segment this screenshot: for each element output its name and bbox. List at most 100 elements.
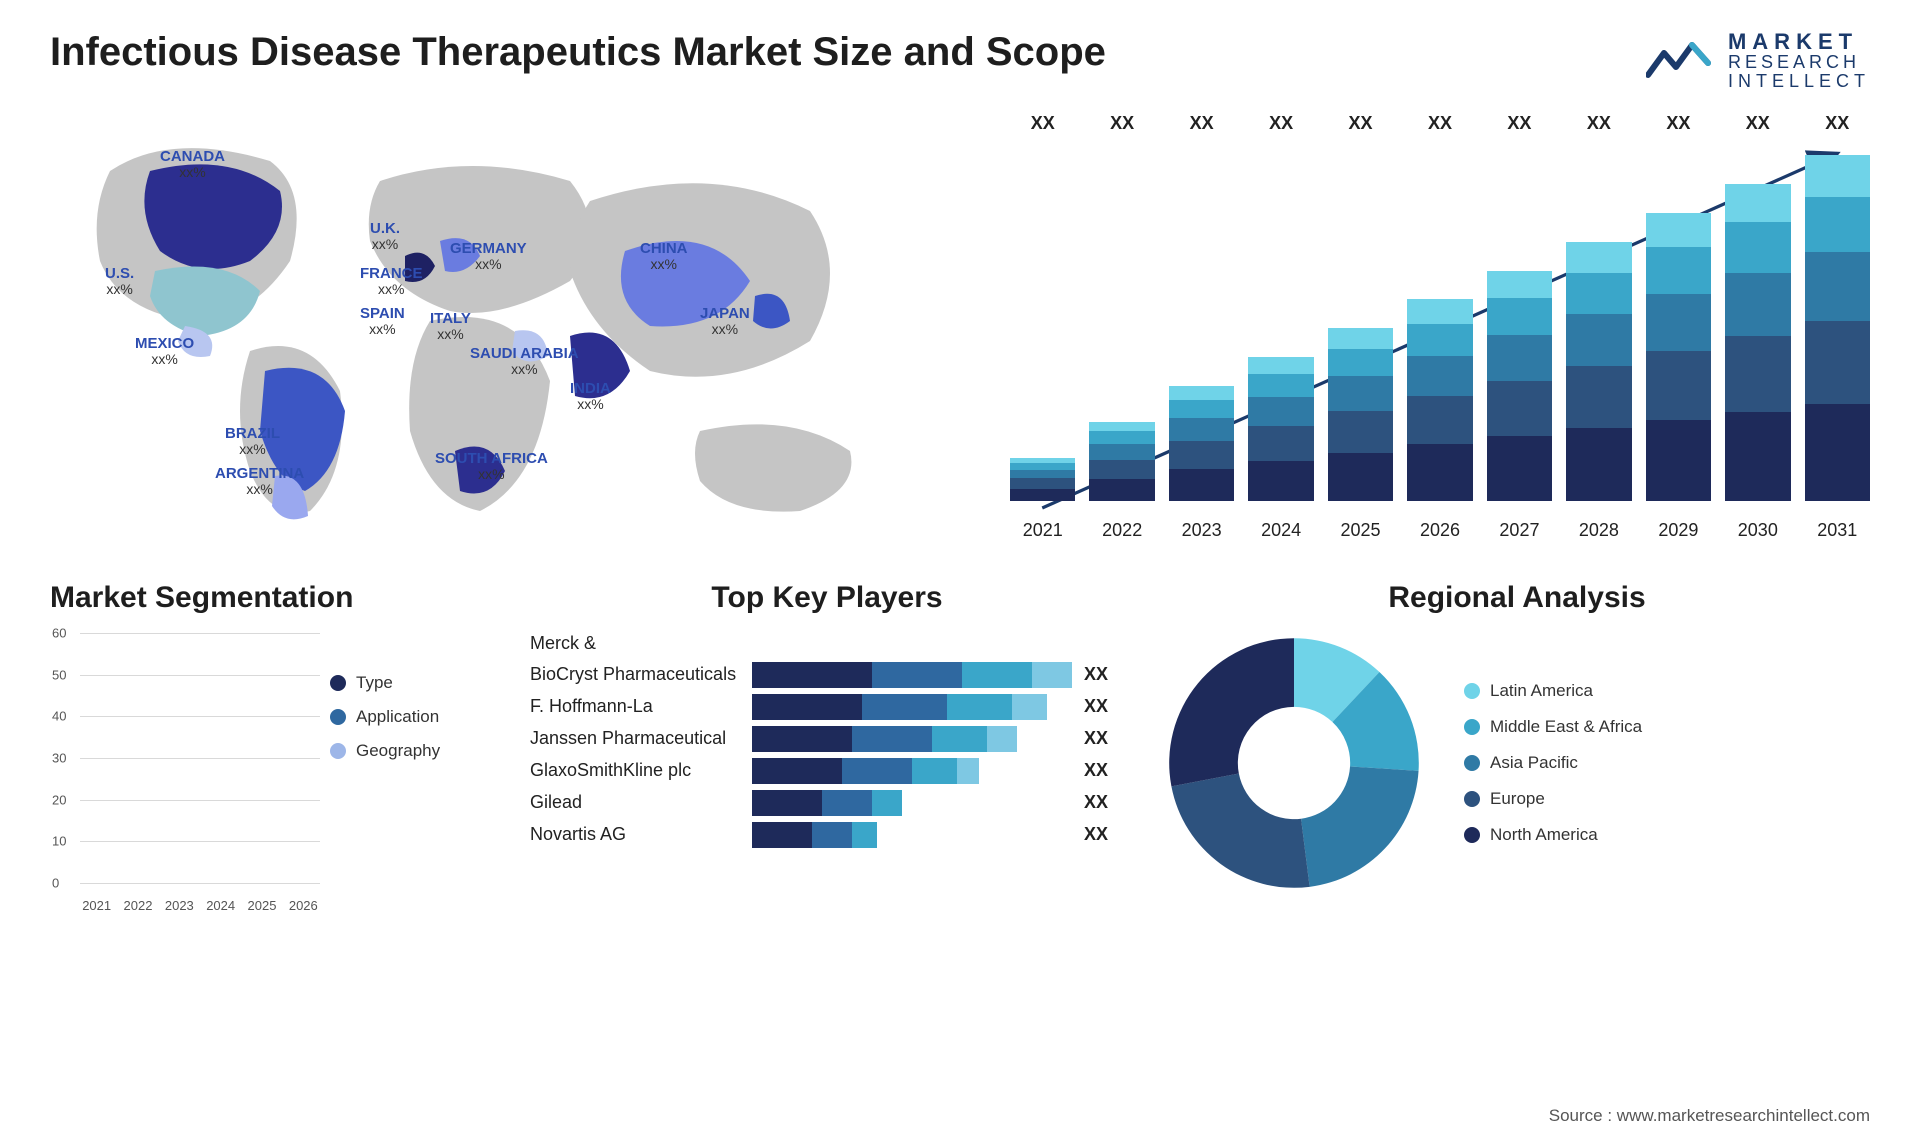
year-bar-value: XX	[1825, 113, 1849, 134]
year-xlabel: 2027	[1487, 520, 1552, 541]
map-label-u.k.: U.K.xx%	[370, 221, 400, 253]
player-bar	[752, 758, 1072, 784]
year-xlabel: 2028	[1566, 520, 1631, 541]
year-bar-value: XX	[1507, 113, 1531, 134]
legend-label: Europe	[1490, 789, 1545, 809]
map-label-argentina: ARGENTINAxx%	[215, 466, 304, 498]
map-label-saudi-arabia: SAUDI ARABIAxx%	[470, 346, 579, 378]
seg-xlabel: 2026	[287, 898, 320, 913]
map-label-mexico: MEXICOxx%	[135, 336, 194, 368]
year-xlabel: 2025	[1328, 520, 1393, 541]
top-players-lead: Merck &	[530, 633, 1124, 654]
legend-label: Middle East & Africa	[1490, 717, 1642, 737]
seg-ytick: 50	[52, 667, 66, 682]
year-bar-2024: XX	[1248, 141, 1313, 501]
player-value: XX	[1084, 792, 1124, 813]
player-bar	[752, 662, 1072, 688]
seg-ytick: 0	[52, 875, 59, 890]
regional-legend-item: Middle East & Africa	[1464, 717, 1642, 737]
seg-ytick: 60	[52, 625, 66, 640]
player-row: GlaxoSmithKline plc XX	[530, 758, 1124, 784]
map-label-south-africa: SOUTH AFRICAxx%	[435, 451, 548, 483]
year-bar-value: XX	[1587, 113, 1611, 134]
year-xlabel: 2021	[1010, 520, 1075, 541]
legend-label: Geography	[356, 741, 440, 761]
regional-donut-chart	[1164, 633, 1424, 893]
year-bar-2030: XX	[1725, 141, 1790, 501]
year-bar-chart: XXXXXXXXXXXXXXXXXXXXXX 20212022202320242…	[1010, 121, 1870, 541]
legend-label: Latin America	[1490, 681, 1593, 701]
seg-xlabel: 2021	[80, 898, 113, 913]
year-bar-value: XX	[1428, 113, 1452, 134]
donut-slice-europe	[1171, 773, 1309, 887]
player-bar	[752, 726, 1072, 752]
page-title: Infectious Disease Therapeutics Market S…	[50, 30, 1106, 75]
seg-ytick: 40	[52, 709, 66, 724]
player-row: Janssen PharmaceuticalXX	[530, 726, 1124, 752]
seg-ytick: 10	[52, 834, 66, 849]
player-bar	[752, 790, 1072, 816]
player-label: GlaxoSmithKline plc	[530, 760, 740, 781]
legend-swatch-icon	[1464, 683, 1480, 699]
logo-text-2: RESEARCH	[1728, 53, 1870, 72]
legend-label: Type	[356, 673, 393, 693]
segmentation-panel: Market Segmentation 0102030405060 202120…	[50, 581, 490, 913]
year-bar-2028: XX	[1566, 141, 1631, 501]
seg-xlabel: 2022	[121, 898, 154, 913]
logo-text-3: INTELLECT	[1728, 72, 1870, 91]
year-bar-2031: XX	[1805, 141, 1870, 501]
player-row: Gilead XX	[530, 790, 1124, 816]
seg-xlabel: 2025	[245, 898, 278, 913]
player-label: Gilead	[530, 792, 740, 813]
legend-swatch-icon	[330, 743, 346, 759]
donut-slice-north-america	[1169, 638, 1294, 786]
player-bar	[752, 822, 1072, 848]
legend-swatch-icon	[1464, 719, 1480, 735]
year-bar-2021: XX	[1010, 141, 1075, 501]
donut-slice-asia-pacific	[1301, 766, 1419, 886]
regional-legend-item: Latin America	[1464, 681, 1642, 701]
year-xlabel: 2023	[1169, 520, 1234, 541]
regional-title: Regional Analysis	[1164, 581, 1870, 615]
seg-legend-item: Type	[330, 673, 490, 693]
regional-panel: Regional Analysis Latin America Middle Ea…	[1164, 581, 1870, 913]
segmentation-title: Market Segmentation	[50, 581, 490, 615]
player-label: BioCryst Pharmaceuticals	[530, 664, 740, 685]
year-bar-2023: XX	[1169, 141, 1234, 501]
year-xlabel: 2031	[1805, 520, 1870, 541]
year-xlabel: 2026	[1407, 520, 1472, 541]
legend-swatch-icon	[330, 709, 346, 725]
year-bar-value: XX	[1110, 113, 1134, 134]
player-value: XX	[1084, 728, 1124, 749]
source-text: Source : www.marketresearchintellect.com	[1549, 1106, 1870, 1126]
year-bar-value: XX	[1746, 113, 1770, 134]
legend-swatch-icon	[1464, 755, 1480, 771]
legend-swatch-icon	[1464, 827, 1480, 843]
map-label-germany: GERMANYxx%	[450, 241, 527, 273]
player-value: XX	[1084, 760, 1124, 781]
top-players-panel: Top Key Players Merck &BioCryst Pharmace…	[530, 581, 1124, 913]
year-bar-value: XX	[1190, 113, 1214, 134]
map-label-japan: JAPANxx%	[700, 306, 750, 338]
player-row: Novartis AG XX	[530, 822, 1124, 848]
year-bar-2022: XX	[1089, 141, 1154, 501]
seg-xlabel: 2024	[204, 898, 237, 913]
year-xlabel: 2024	[1248, 520, 1313, 541]
regional-legend-item: North America	[1464, 825, 1642, 845]
map-label-u.s.: U.S.xx%	[105, 266, 134, 298]
segmentation-chart: 0102030405060 202120222023202420252026 T…	[50, 633, 490, 913]
year-bar-value: XX	[1269, 113, 1293, 134]
year-xlabel: 2022	[1089, 520, 1154, 541]
legend-label: North America	[1490, 825, 1598, 845]
year-bar-2026: XX	[1407, 141, 1472, 501]
player-label: Novartis AG	[530, 824, 740, 845]
brand-logo: MARKET RESEARCH INTELLECT	[1646, 30, 1870, 91]
legend-swatch-icon	[330, 675, 346, 691]
player-value: XX	[1084, 824, 1124, 845]
year-bar-2027: XX	[1487, 141, 1552, 501]
map-label-italy: ITALYxx%	[430, 311, 471, 343]
map-label-brazil: BRAZILxx%	[225, 426, 280, 458]
world-map-panel: CANADAxx%U.S.xx%MEXICOxx%BRAZILxx%ARGENT…	[50, 121, 970, 541]
year-bar-2029: XX	[1646, 141, 1711, 501]
year-xlabel: 2030	[1725, 520, 1790, 541]
